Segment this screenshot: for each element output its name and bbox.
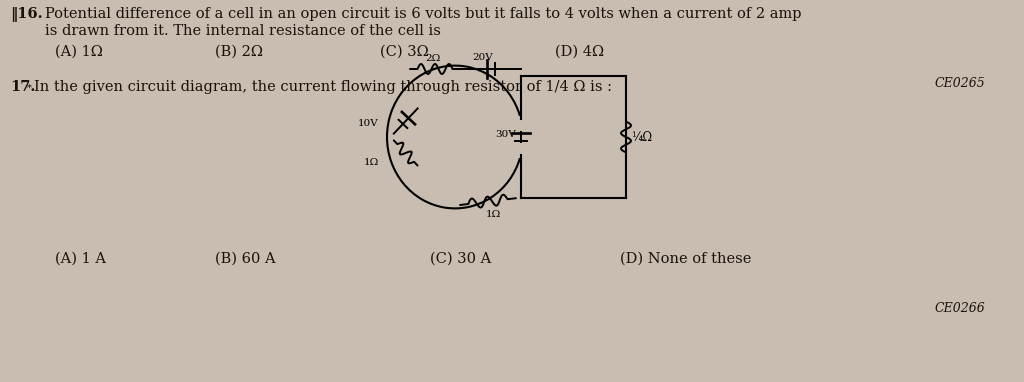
Text: In the given circuit diagram, the current flowing through resistor of 1/4 Ω is :: In the given circuit diagram, the curren… <box>34 80 612 94</box>
Text: 10V: 10V <box>358 118 379 128</box>
Text: ¼Ω: ¼Ω <box>631 131 652 144</box>
Text: 20V: 20V <box>473 53 494 62</box>
Text: ‖16.: ‖16. <box>10 7 43 22</box>
Text: is drawn from it. The internal resistance of the cell is: is drawn from it. The internal resistanc… <box>45 24 441 38</box>
Text: 1Ω: 1Ω <box>364 157 379 167</box>
Text: CE0265: CE0265 <box>934 77 985 90</box>
Text: (D) None of these: (D) None of these <box>620 252 752 266</box>
Text: 30V: 30V <box>496 129 516 139</box>
Text: (B) 2Ω: (B) 2Ω <box>215 45 263 59</box>
Text: (B) 60 A: (B) 60 A <box>215 252 275 266</box>
Text: (C) 3Ω: (C) 3Ω <box>380 45 429 59</box>
Text: (A) 1Ω: (A) 1Ω <box>55 45 102 59</box>
Text: 2Ω: 2Ω <box>425 54 440 63</box>
Text: 1Ω: 1Ω <box>485 210 501 219</box>
Text: CE0266: CE0266 <box>934 302 985 315</box>
Text: (A) 1 A: (A) 1 A <box>55 252 106 266</box>
Text: 17.: 17. <box>10 80 36 94</box>
Text: (D) 4Ω: (D) 4Ω <box>555 45 604 59</box>
Text: Potential difference of a cell in an open circuit is 6 volts but it falls to 4 v: Potential difference of a cell in an ope… <box>45 7 802 21</box>
Text: (C) 30 A: (C) 30 A <box>430 252 492 266</box>
Text: *: * <box>27 84 32 93</box>
